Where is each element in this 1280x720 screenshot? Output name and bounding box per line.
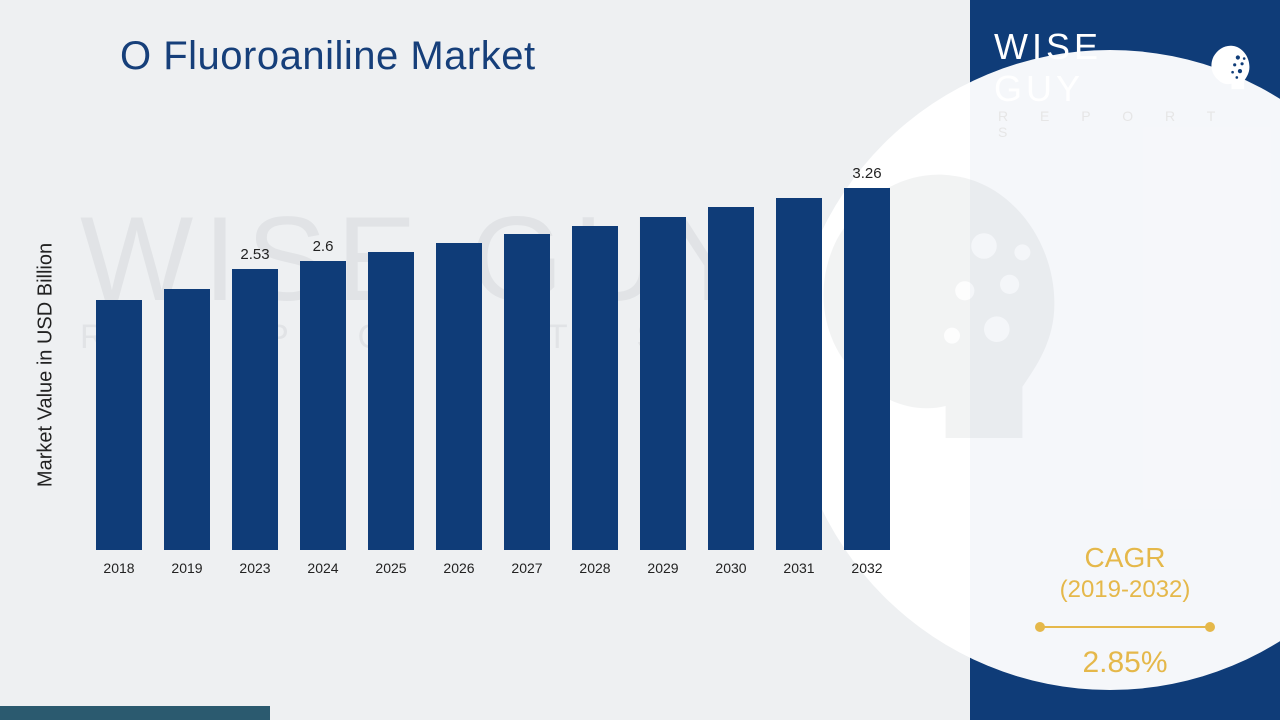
x-tick: 2018 bbox=[89, 560, 149, 576]
bar-value-label: 3.26 bbox=[837, 165, 897, 182]
bar bbox=[504, 234, 550, 550]
bar bbox=[776, 198, 822, 550]
x-tick: 2019 bbox=[157, 560, 217, 576]
cagr-value: 2.85% bbox=[1000, 646, 1250, 680]
cagr-title: CAGR bbox=[1000, 542, 1250, 574]
x-tick: 2032 bbox=[837, 560, 897, 576]
bar bbox=[436, 243, 482, 550]
plot-area: 2018201920232.5320242.620252026202720282… bbox=[86, 150, 920, 550]
cagr-range: (2019-2032) bbox=[1000, 576, 1250, 604]
bar-chart: Market Value in USD Billion 201820192023… bbox=[50, 150, 920, 580]
x-tick: 2029 bbox=[633, 560, 693, 576]
bar-value-label: 2.6 bbox=[293, 238, 353, 255]
x-tick: 2026 bbox=[429, 560, 489, 576]
bar bbox=[708, 207, 754, 550]
bar bbox=[232, 269, 278, 550]
bar-value-label: 2.53 bbox=[225, 246, 285, 263]
logo-text-sub: R E P O R T S bbox=[994, 108, 1254, 140]
cagr-box: CAGR (2019-2032) 2.85% bbox=[1000, 542, 1250, 680]
bar bbox=[96, 300, 142, 550]
x-tick: 2025 bbox=[361, 560, 421, 576]
bar bbox=[164, 289, 210, 550]
x-tick: 2028 bbox=[565, 560, 625, 576]
x-tick: 2031 bbox=[769, 560, 829, 576]
x-tick: 2024 bbox=[293, 560, 353, 576]
logo-main-row: WISE GUY bbox=[994, 26, 1254, 110]
logo-head-icon bbox=[1201, 40, 1254, 96]
x-tick: 2030 bbox=[701, 560, 761, 576]
x-tick: 2023 bbox=[225, 560, 285, 576]
footer-accent-bar bbox=[0, 706, 270, 720]
y-axis-label: Market Value in USD Billion bbox=[35, 243, 58, 487]
bar bbox=[640, 217, 686, 550]
x-tick: 2027 bbox=[497, 560, 557, 576]
bar bbox=[300, 261, 346, 550]
stage: WISE GUY R E P O R T S O Fluoroaniline M… bbox=[0, 0, 1280, 720]
bar bbox=[844, 188, 890, 550]
cagr-divider bbox=[1040, 626, 1210, 628]
brand-logo: WISE GUY R E P O R T S bbox=[994, 26, 1254, 140]
bar bbox=[572, 226, 618, 550]
chart-title: O Fluoroaniline Market bbox=[120, 34, 536, 79]
bar bbox=[368, 252, 414, 550]
logo-text-main: WISE GUY bbox=[994, 26, 1193, 110]
